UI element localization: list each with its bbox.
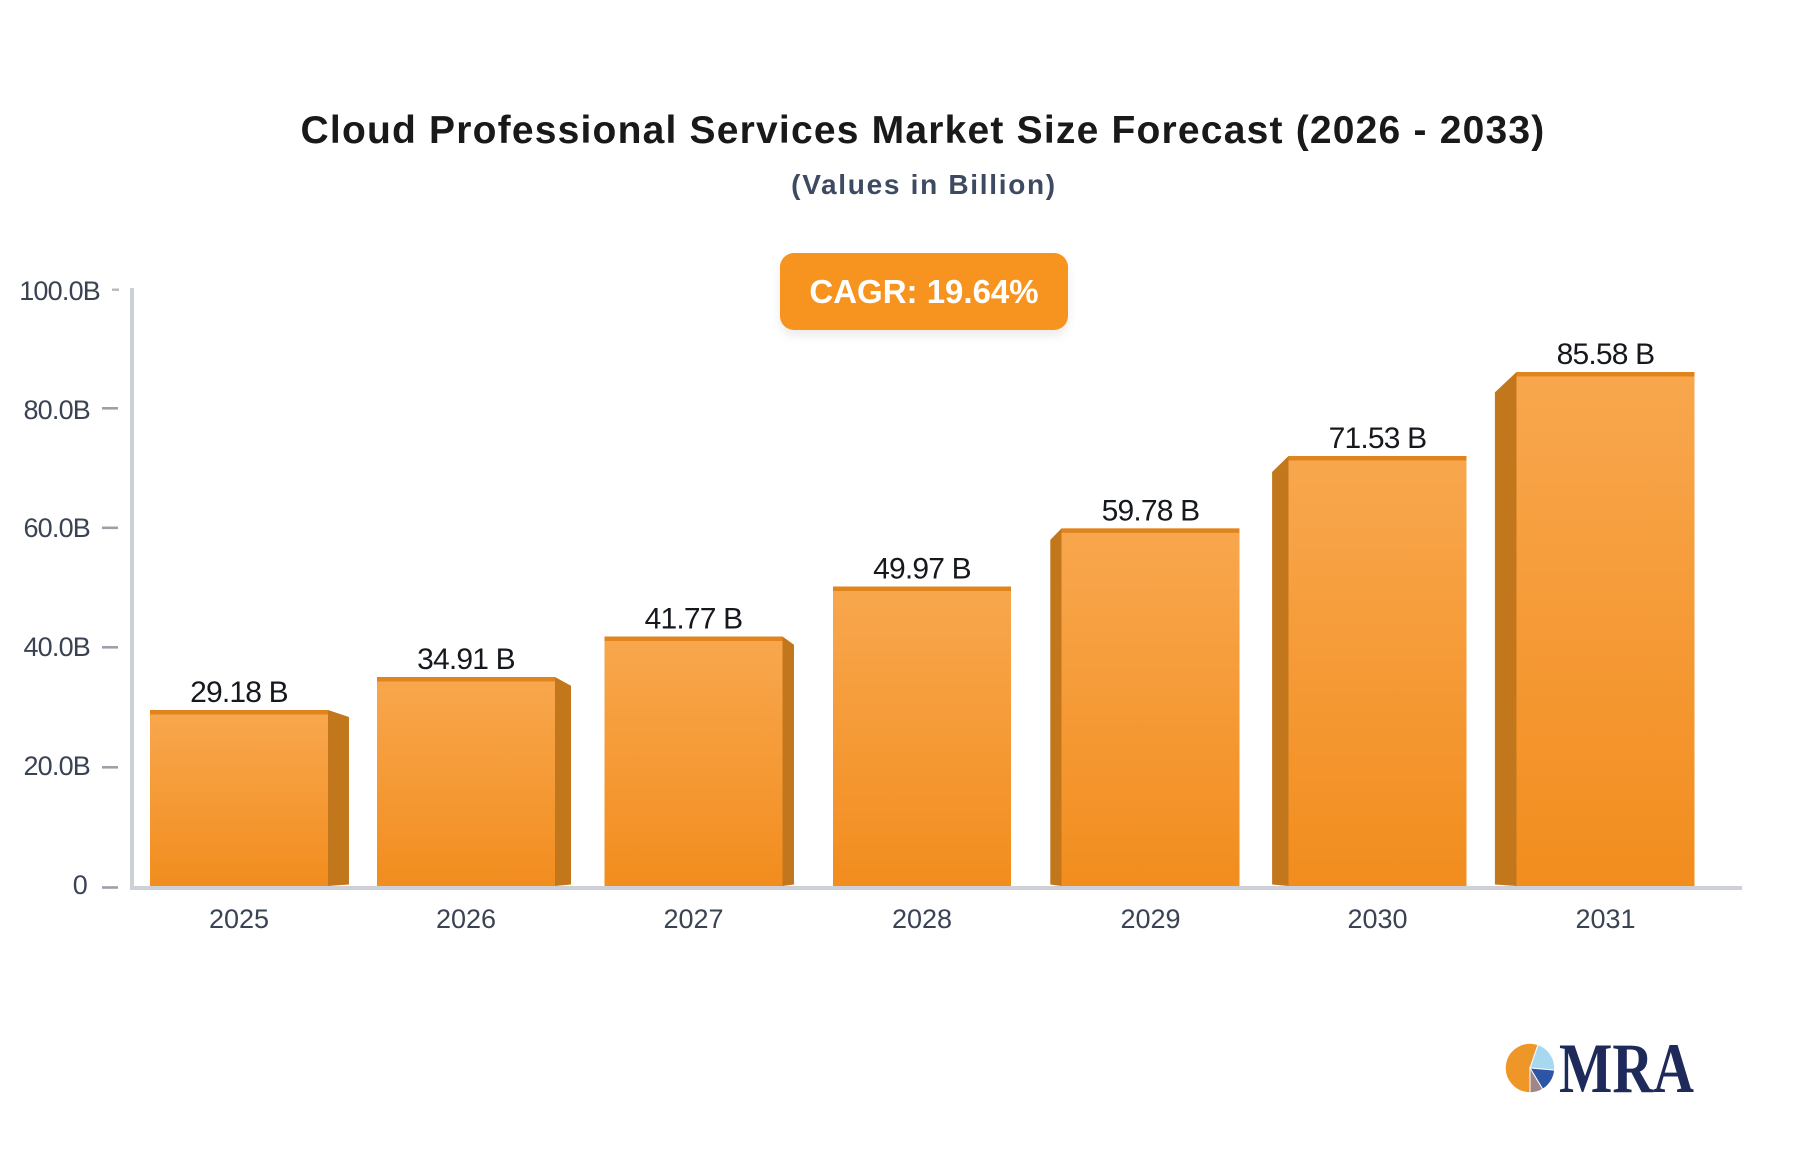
svg-text:2031: 2031	[1575, 904, 1635, 934]
svg-text:80.0B: 80.0B	[23, 395, 90, 425]
svg-text:2025: 2025	[209, 904, 269, 934]
svg-text:2026: 2026	[436, 904, 496, 934]
svg-text:41.77 B: 41.77 B	[645, 603, 743, 636]
svg-text:40.0B: 40.0B	[23, 632, 90, 662]
svg-text:0: 0	[73, 870, 87, 900]
svg-text:2027: 2027	[663, 904, 723, 934]
svg-text:MRA: MRA	[1559, 1029, 1694, 1108]
svg-text:34.91 B: 34.91 B	[417, 643, 515, 676]
svg-text:2028: 2028	[892, 904, 952, 934]
svg-text:2030: 2030	[1347, 904, 1407, 934]
svg-text:2029: 2029	[1120, 904, 1180, 934]
svg-text:60.0B: 60.0B	[23, 513, 90, 543]
svg-text:49.97 B: 49.97 B	[873, 553, 971, 586]
svg-text:85.58 B: 85.58 B	[1557, 338, 1655, 371]
svg-text:29.18 B: 29.18 B	[190, 676, 288, 709]
svg-text:100.0B: 100.0B	[19, 276, 100, 306]
svg-text:71.53 B: 71.53 B	[1329, 422, 1427, 455]
svg-text:59.78 B: 59.78 B	[1102, 494, 1200, 527]
svg-text:20.0B: 20.0B	[23, 751, 90, 781]
